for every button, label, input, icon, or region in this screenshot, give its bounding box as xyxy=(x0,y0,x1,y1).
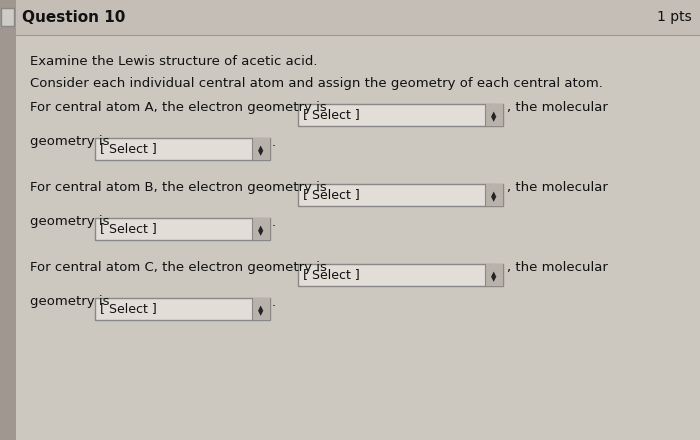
Bar xyxy=(298,264,503,286)
Text: ▼: ▼ xyxy=(258,230,264,236)
Bar xyxy=(252,298,270,320)
Text: ▲: ▲ xyxy=(491,271,497,277)
Text: For central atom C, the electron geometry is: For central atom C, the electron geometr… xyxy=(30,261,327,275)
Text: .: . xyxy=(272,216,276,228)
Text: ▲: ▲ xyxy=(491,111,497,117)
Text: , the molecular: , the molecular xyxy=(507,102,608,114)
Text: ▲: ▲ xyxy=(258,145,264,151)
Bar xyxy=(252,218,270,240)
Text: ▼: ▼ xyxy=(491,116,497,122)
Text: .: . xyxy=(272,296,276,308)
Text: ▼: ▼ xyxy=(491,276,497,282)
Text: [ Select ]: [ Select ] xyxy=(303,188,360,202)
Bar xyxy=(95,218,270,240)
Text: For central atom A, the electron geometry is: For central atom A, the electron geometr… xyxy=(30,102,327,114)
Bar xyxy=(95,138,270,160)
Bar xyxy=(485,184,503,206)
Text: Consider each individual central atom and assign the geometry of each central at: Consider each individual central atom an… xyxy=(30,77,603,90)
Text: ▼: ▼ xyxy=(258,150,264,156)
Text: ▲: ▲ xyxy=(258,225,264,231)
Text: ▼: ▼ xyxy=(258,310,264,316)
Text: [ Select ]: [ Select ] xyxy=(100,143,157,155)
Bar xyxy=(0,0,16,440)
Text: ▲: ▲ xyxy=(491,191,497,197)
Bar xyxy=(485,264,503,286)
Text: ▲: ▲ xyxy=(258,305,264,311)
Text: geometry is: geometry is xyxy=(30,136,109,148)
Text: Question 10: Question 10 xyxy=(22,10,125,25)
Text: Examine the Lewis structure of acetic acid.: Examine the Lewis structure of acetic ac… xyxy=(30,55,318,68)
Text: [ Select ]: [ Select ] xyxy=(303,268,360,282)
Text: For central atom B, the electron geometry is: For central atom B, the electron geometr… xyxy=(30,181,327,194)
Text: [ Select ]: [ Select ] xyxy=(100,302,157,315)
Bar xyxy=(16,0,700,35)
Text: , the molecular: , the molecular xyxy=(507,261,608,275)
Text: ▼: ▼ xyxy=(491,196,497,202)
Bar xyxy=(95,298,270,320)
Bar xyxy=(298,104,503,126)
Text: .: . xyxy=(272,136,276,148)
Bar xyxy=(298,184,503,206)
Text: geometry is: geometry is xyxy=(30,216,109,228)
Bar xyxy=(1,8,14,26)
Bar xyxy=(252,138,270,160)
Text: [ Select ]: [ Select ] xyxy=(100,223,157,235)
Text: , the molecular: , the molecular xyxy=(507,181,608,194)
Text: [ Select ]: [ Select ] xyxy=(303,109,360,121)
Text: geometry is: geometry is xyxy=(30,296,109,308)
Bar xyxy=(485,104,503,126)
Text: 1 pts: 1 pts xyxy=(657,10,692,24)
